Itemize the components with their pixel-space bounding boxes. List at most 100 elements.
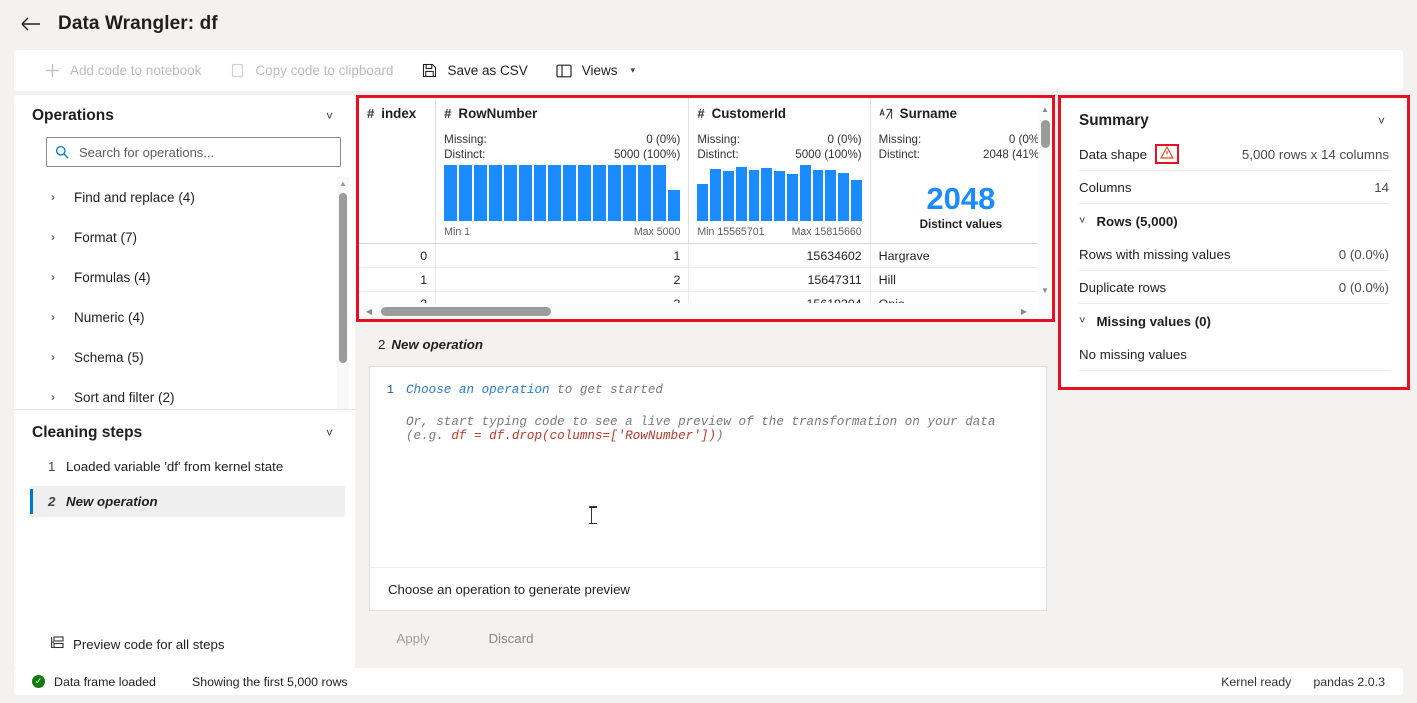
grid-horizontal-scrollbar[interactable]: ◀ ▶: [359, 303, 1034, 319]
code-editor[interactable]: 1 Choose an operation to get started Or,…: [369, 366, 1047, 611]
text-type-icon: [879, 107, 893, 120]
missing-stat: Missing: 0 (0%): [879, 133, 1043, 146]
chevron-right-icon: ›: [51, 390, 55, 404]
column-title: # RowNumber: [444, 106, 680, 121]
histogram-bar: [667, 190, 681, 221]
copy-code-to-clipboard-button[interactable]: Copy code to clipboard: [215, 50, 407, 91]
column-header-surname[interactable]: Surname Missing: 0 (0%) Distinct: 2048 (…: [870, 98, 1052, 244]
title-bar: Data Wrangler: df: [0, 0, 1417, 47]
cleaning-step-2[interactable]: 2 New operation: [30, 486, 345, 517]
code-editor-area[interactable]: 1 Choose an operation to get started Or,…: [370, 367, 1046, 569]
cleaning-steps-header: Cleaning steps ˅: [14, 410, 355, 452]
missing-label: Missing:: [878, 133, 922, 146]
operation-group-format[interactable]: › Format (7): [14, 217, 355, 257]
search-box[interactable]: [46, 137, 341, 167]
histogram-rownumber: [444, 165, 681, 221]
missing-value: 0 (0%): [1008, 133, 1043, 146]
summary-group-missing-values[interactable]: ˅ Missing values (0): [1079, 304, 1389, 338]
operation-group-label: Formulas (4): [74, 269, 151, 285]
save-as-csv-button[interactable]: Save as CSV: [407, 50, 541, 91]
missing-stat: Missing: 0 (0%): [444, 133, 680, 146]
summary-row-columns: Columns 14: [1079, 171, 1389, 204]
code-hint-line2: Or, start typing code to see a live prev…: [406, 415, 996, 429]
missing-label: Missing:: [697, 133, 740, 146]
discard-button[interactable]: Discard: [467, 623, 555, 654]
histogram-bar: [622, 165, 636, 221]
chevron-down-icon: ˅: [1079, 315, 1086, 327]
search-input[interactable]: [77, 143, 332, 161]
scroll-up-icon[interactable]: ▲: [1041, 104, 1049, 114]
preview-code-icon: [50, 636, 64, 652]
line-gutter-blank: [370, 415, 406, 429]
choose-an-operation-link[interactable]: Choose an operation: [406, 383, 550, 397]
views-button[interactable]: Views ▾: [542, 50, 649, 91]
chevron-right-icon: ›: [51, 270, 55, 284]
max-label: Max 5000: [633, 226, 681, 238]
data-shape-label: Data shape: [1079, 146, 1148, 162]
table-row[interactable]: 0 1 15634602 Hargrave: [359, 244, 1052, 268]
scrollbar-thumb[interactable]: [1041, 120, 1050, 148]
scrollbar-thumb[interactable]: [381, 306, 551, 316]
operation-group-sort-and-filter[interactable]: › Sort and filter (2): [14, 377, 355, 409]
table-row[interactable]: 1 2 15647311 Hill: [359, 268, 1052, 292]
status-loaded-group: ✓ Data frame loaded: [32, 675, 156, 689]
histogram-bar: [799, 165, 811, 221]
scroll-up-icon[interactable]: ▲: [339, 178, 347, 188]
column-header-index[interactable]: # index: [359, 98, 437, 244]
scroll-down-icon[interactable]: ▼: [1041, 285, 1049, 295]
operation-group-label: Schema (5): [74, 349, 144, 365]
add-code-to-notebook-button[interactable]: Add code to notebook: [30, 50, 215, 91]
grid-vertical-scrollbar[interactable]: ▲ ▼: [1038, 98, 1052, 319]
cleaning-collapse-chevron-icon[interactable]: ˅: [325, 426, 333, 440]
column-name: CustomerId: [711, 106, 786, 121]
histogram-bar: [812, 170, 824, 221]
warning-triangle-icon[interactable]: [1160, 145, 1174, 162]
status-right-group: Kernel ready pandas 2.0.3: [1221, 675, 1385, 689]
warning-highlight-box: [1155, 144, 1180, 164]
summary-row-missing-values: Rows with missing values 0 (0.0%): [1079, 238, 1389, 271]
duplicate-label: Duplicate rows: [1079, 279, 1167, 295]
max-label: Max 15815660: [791, 226, 862, 238]
preview-code-for-all-steps-button[interactable]: Preview code for all steps: [14, 636, 355, 668]
scroll-right-icon[interactable]: ▶: [1020, 306, 1028, 316]
step-number: 1: [48, 458, 56, 474]
save-as-csv-label: Save as CSV: [447, 63, 528, 78]
line-number: 1: [386, 383, 394, 397]
scroll-left-icon[interactable]: ◀: [365, 306, 373, 316]
code-hint-line3: (e.g. df = df.drop(columns=['RowNumber']…: [406, 429, 724, 443]
cleaning-step-1[interactable]: 1 Loaded variable 'df' from kernel state: [14, 452, 355, 480]
operation-group-find-and-replace[interactable]: › Find and replace (4): [14, 177, 355, 217]
histogram-bar: [748, 170, 760, 221]
distinct-stat: Distinct: 2048 (41%): [879, 148, 1043, 161]
summary-panel: Summary ˅ Data shape 5,000 rows x 14 col…: [1058, 95, 1410, 390]
back-arrow-icon[interactable]: [18, 11, 44, 37]
distinct-label: Distinct:: [444, 148, 486, 161]
operations-scrollbar[interactable]: ▲ ▼: [337, 177, 349, 409]
operation-group-formulas[interactable]: › Formulas (4): [14, 257, 355, 297]
operation-group-numeric[interactable]: › Numeric (4): [14, 297, 355, 337]
histogram-bar: [697, 184, 709, 221]
panel-divider: [14, 409, 355, 410]
chevron-down-icon: ˅: [1079, 215, 1086, 227]
summary-group-rows[interactable]: ˅ Rows (5,000): [1079, 204, 1389, 238]
number-type-icon: #: [697, 106, 705, 121]
distinct-stat: Distinct: 5000 (100%): [444, 148, 680, 161]
data-shape-value: 5,000 rows x 14 columns: [1241, 146, 1389, 162]
column-header-rownumber[interactable]: # RowNumber Missing: 0 (0%) Distinct: 50…: [436, 98, 690, 244]
operation-group-schema[interactable]: › Schema (5): [14, 337, 355, 377]
cell-rownumber: 1: [436, 244, 690, 267]
scrollbar-thumb[interactable]: [339, 193, 347, 363]
missing-label: Missing:: [444, 133, 487, 146]
operations-collapse-chevron-icon[interactable]: ˅: [325, 109, 333, 123]
apply-button[interactable]: Apply: [369, 623, 457, 654]
histogram-bar: [637, 165, 651, 221]
scrollbar-track[interactable]: [375, 306, 1018, 316]
preview-note: Choose an operation to generate preview: [370, 567, 1046, 610]
column-header-customerid[interactable]: # CustomerId Missing: 0 (0%) Distinct: 5…: [689, 98, 871, 244]
histogram-bar: [503, 165, 517, 221]
distinct-value: 2048 (41%): [983, 148, 1043, 161]
check-circle-icon: ✓: [32, 675, 45, 688]
summary-collapse-chevron-icon[interactable]: ˅: [1377, 114, 1385, 128]
missing-group-label: Missing values (0): [1096, 313, 1211, 329]
